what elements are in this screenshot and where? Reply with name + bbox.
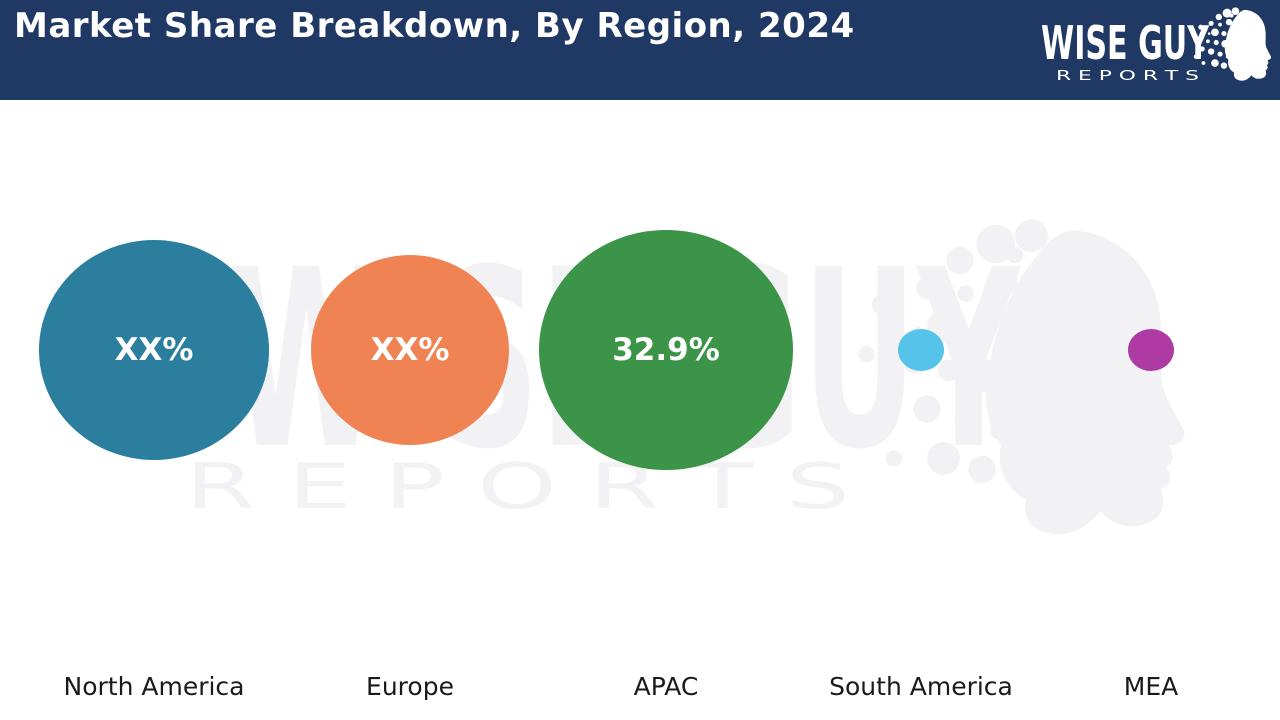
bubble-chart: WISE GUY R E P O R T S XX%XX%32.9% North…: [0, 100, 1280, 720]
category-label-apac: APAC: [633, 672, 699, 701]
page-title: Market Share Breakdown, By Region, 2024: [14, 6, 855, 46]
bubble-apac: 32.9%: [539, 230, 793, 470]
category-label-south-america: South America: [829, 672, 1013, 701]
logo-wordmark: WISE GUY: [1041, 16, 1209, 70]
bubble-value-label: XX%: [114, 332, 194, 368]
logo-subtext: R E P O R T S: [1056, 68, 1199, 84]
bubble-north-america: XX%: [39, 240, 269, 460]
category-label-mea: MEA: [1123, 672, 1179, 701]
bubble-europe: XX%: [311, 255, 509, 445]
wiseguy-logo: WISE GUY R E P O R T S: [1041, 7, 1272, 84]
header-bar: Market Share Breakdown, By Region, 2024: [0, 0, 1280, 100]
category-labels: North America Europe APAC South America MEA: [0, 100, 1280, 720]
bubble-value-label: XX%: [370, 332, 450, 368]
bubble-mea: [1128, 329, 1174, 371]
bubbles-container: XX% XX% 32.9%: [0, 100, 1280, 720]
bubble-south-america: [898, 329, 944, 371]
bubble-value-label: 32.9%: [612, 332, 720, 368]
watermark-subtext: R E P O R T S: [185, 450, 850, 523]
category-label-europe: Europe: [366, 672, 454, 701]
category-label-north-america: North America: [63, 672, 245, 701]
